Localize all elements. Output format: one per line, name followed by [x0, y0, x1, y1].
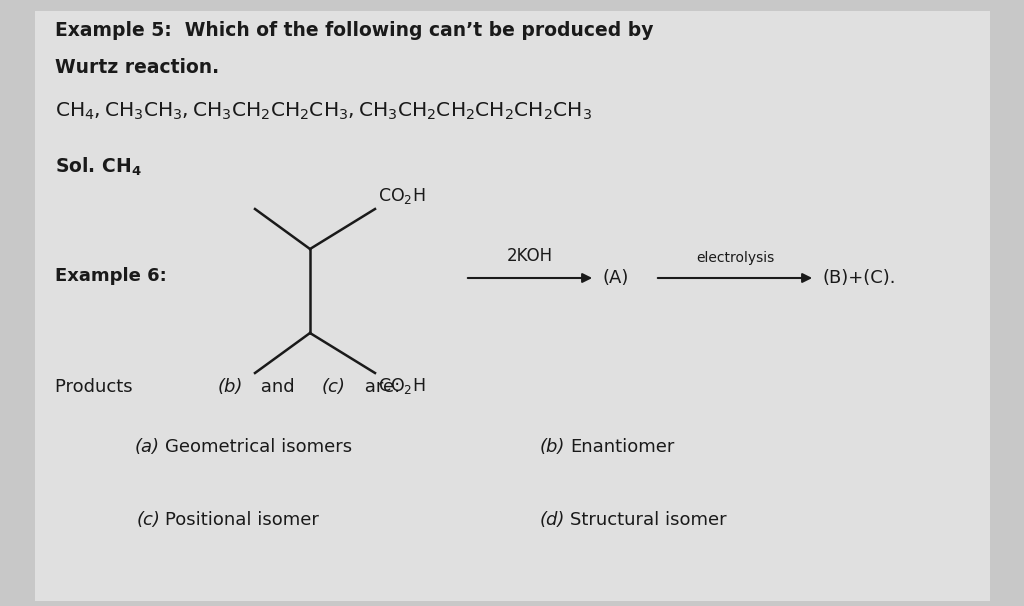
Text: (d): (d) [540, 511, 565, 529]
Text: (b): (b) [540, 438, 565, 456]
Text: Geometrical isomers: Geometrical isomers [165, 438, 352, 456]
Text: 2KOH: 2KOH [507, 247, 553, 265]
Text: (c): (c) [136, 511, 160, 529]
Text: (A): (A) [602, 269, 629, 287]
Text: Enantiomer: Enantiomer [570, 438, 675, 456]
Text: $\mathregular{CH_4}$$,$$\mathregular{CH_3CH_3}$$,$$\mathregular{CH_3CH_2CH_2CH_3: $\mathregular{CH_4}$$,$$\mathregular{CH_… [55, 101, 592, 122]
Text: (c): (c) [322, 378, 346, 396]
Text: (B)+(C).: (B)+(C). [823, 269, 896, 287]
Text: Example 6:: Example 6: [55, 267, 167, 285]
Text: (b): (b) [218, 378, 244, 396]
Text: $\mathregular{CO_2H}$: $\mathregular{CO_2H}$ [378, 376, 426, 396]
Text: Positional isomer: Positional isomer [165, 511, 318, 529]
Text: (a): (a) [135, 438, 160, 456]
Text: electrolysis: electrolysis [696, 251, 774, 265]
Text: and: and [255, 378, 300, 396]
Text: Structural isomer: Structural isomer [570, 511, 727, 529]
Text: Sol. $\mathregular{CH_4}$: Sol. $\mathregular{CH_4}$ [55, 156, 141, 178]
Text: are:: are: [359, 378, 400, 396]
Text: $\mathregular{CO_2H}$: $\mathregular{CO_2H}$ [378, 186, 426, 206]
Text: Products: Products [55, 378, 138, 396]
Text: Wurtz reaction.: Wurtz reaction. [55, 58, 219, 77]
Text: Example 5:  Which of the following can’t be produced by: Example 5: Which of the following can’t … [55, 21, 653, 40]
